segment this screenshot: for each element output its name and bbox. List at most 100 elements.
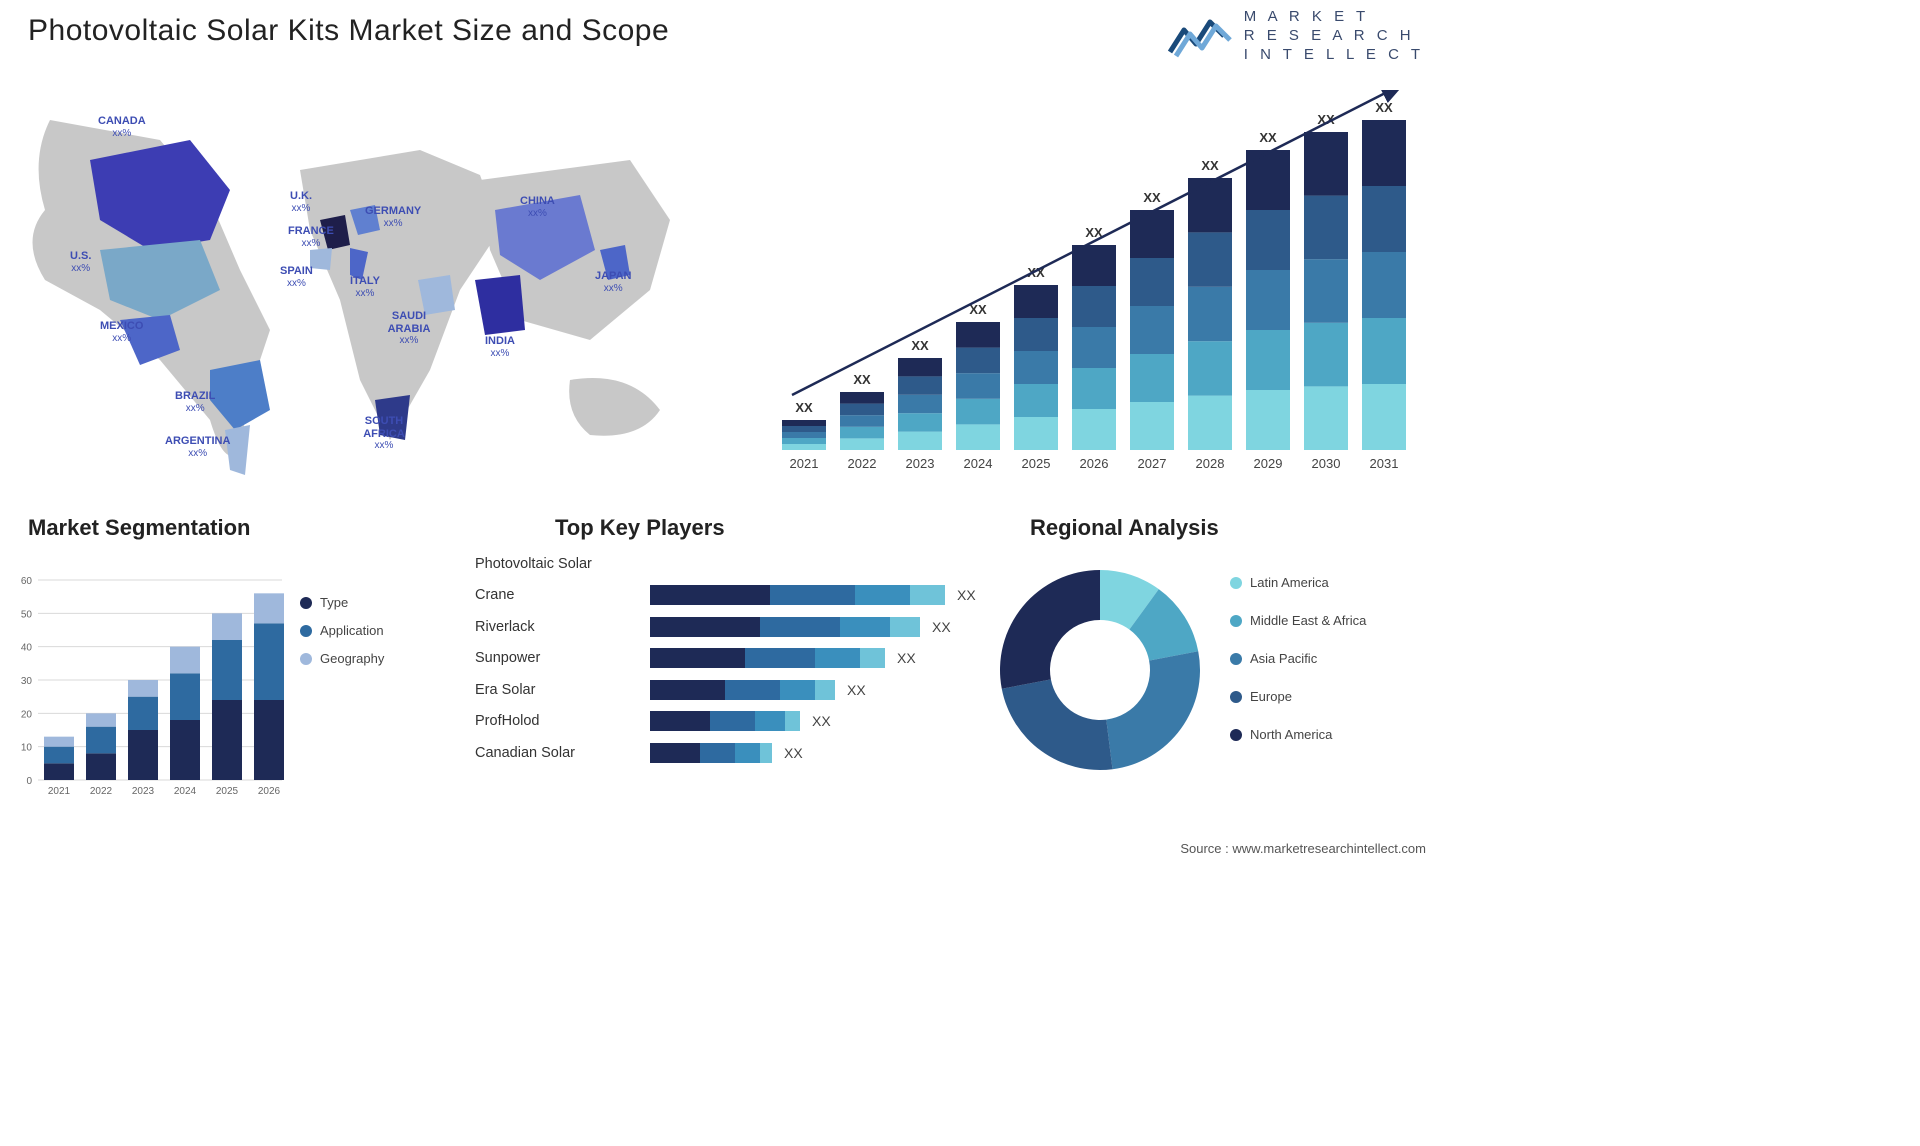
kp-seg [770, 585, 855, 605]
main-bar-seg [898, 395, 942, 413]
main-bar-seg [1246, 270, 1290, 330]
main-bar-seg [1362, 252, 1406, 318]
main-bar-seg [1014, 318, 1058, 351]
map-label-canada: CANADAxx% [98, 115, 146, 139]
main-bar-seg [1246, 330, 1290, 390]
main-bar-seg [898, 376, 942, 394]
main-bar-seg [1304, 259, 1348, 323]
legend-label: Latin America [1250, 575, 1329, 590]
main-bar-seg [1072, 245, 1116, 286]
main-bar-seg [1130, 210, 1174, 258]
main-bar-seg [1014, 384, 1058, 417]
main-bar-seg [898, 432, 942, 450]
main-bar-value: XX [1201, 158, 1219, 173]
kp-row-era-solar: Era SolarXX [475, 674, 985, 706]
seg-xlabel: 2025 [216, 786, 239, 797]
main-bar-year: 2026 [1080, 456, 1109, 471]
legend-swatch [1230, 615, 1242, 627]
map-label-mexico: MEXICOxx% [100, 320, 143, 344]
kp-seg [815, 680, 835, 700]
regional-donut [990, 555, 1220, 785]
kp-seg [815, 648, 860, 668]
main-bar-value: XX [1375, 100, 1393, 115]
kp-value: XX [847, 682, 866, 698]
kp-seg [760, 617, 840, 637]
seg-bar-seg [128, 697, 158, 730]
main-bar-seg [956, 399, 1000, 425]
main-bar-year: 2021 [790, 456, 819, 471]
kp-seg [650, 743, 700, 763]
kp-row-profholod: ProfHolodXX [475, 706, 985, 738]
legend-label: Application [320, 623, 384, 638]
seg-ytick: 50 [21, 609, 33, 620]
kp-seg [650, 617, 760, 637]
source-text: Source : www.marketresearchintellect.com [1180, 841, 1426, 856]
seg-ytick: 30 [21, 676, 33, 687]
kp-row-crane: CraneXX [475, 580, 985, 612]
kp-label: Riverlack [475, 619, 650, 635]
main-bar-year: 2024 [964, 456, 993, 471]
main-bar-seg [1188, 396, 1232, 450]
seg-bar-seg [128, 680, 158, 697]
map-label-china: CHINAxx% [520, 195, 555, 219]
key-players-panel: Photovoltaic Solar CraneXXRiverlackXXSun… [475, 548, 985, 818]
seg-bar-seg [254, 700, 284, 780]
main-bar-seg [782, 426, 826, 432]
legend-label: Middle East & Africa [1250, 613, 1366, 628]
map-label-india: INDIAxx% [485, 335, 515, 359]
kp-seg [650, 585, 770, 605]
main-bar-seg [1072, 327, 1116, 368]
seg-bar-seg [254, 623, 284, 700]
seg-ytick: 60 [21, 576, 33, 587]
segmentation-title: Market Segmentation [28, 515, 251, 541]
seg-bar-seg [170, 647, 200, 674]
kp-seg [650, 711, 710, 731]
main-bar-value: XX [795, 400, 813, 415]
kp-label: ProfHolod [475, 713, 650, 729]
seg-legend-application: Application [300, 623, 384, 638]
kp-bar [650, 711, 800, 731]
seg-ytick: 10 [21, 743, 33, 754]
legend-label: Type [320, 595, 348, 610]
kp-seg [755, 711, 785, 731]
main-bar-seg [782, 438, 826, 444]
kp-value: XX [784, 745, 803, 761]
main-bar-seg [1014, 351, 1058, 384]
kp-value: XX [897, 650, 916, 666]
reg-legend-middle-east-africa: Middle East & Africa [1230, 613, 1366, 628]
kp-bar [650, 743, 772, 763]
main-bar-year: 2025 [1022, 456, 1051, 471]
main-bar-seg [956, 424, 1000, 450]
main-bar-seg [1014, 285, 1058, 318]
kp-seg [725, 680, 780, 700]
main-bar-value: XX [1143, 190, 1161, 205]
map-label-saudi-arabia: SAUDI ARABIAxx% [380, 310, 438, 347]
main-bar-seg [782, 444, 826, 450]
main-bar-value: XX [853, 372, 871, 387]
main-bar-year: 2031 [1370, 456, 1399, 471]
main-bar-year: 2028 [1196, 456, 1225, 471]
segmentation-chart: 0102030405060202120222023202420252026 [10, 555, 290, 805]
kp-bar [650, 617, 920, 637]
main-bar-seg [1246, 390, 1290, 450]
page-title: Photovoltaic Solar Kits Market Size and … [28, 14, 669, 48]
kp-seg [890, 617, 920, 637]
kp-value: XX [932, 619, 951, 635]
main-bar-seg [1130, 306, 1174, 354]
regional-panel: Latin AmericaMiddle East & AfricaAsia Pa… [990, 555, 1430, 815]
kp-seg [700, 743, 735, 763]
seg-bar-seg [86, 753, 116, 780]
map-label-u-k-: U.K.xx% [290, 190, 312, 214]
kp-row-sunpower: SunpowerXX [475, 643, 985, 675]
reg-legend-north-america: North America [1230, 727, 1332, 742]
legend-swatch [1230, 691, 1242, 703]
logo: M A R K E T R E S E A R C H I N T E L L … [1166, 8, 1424, 64]
legend-swatch [1230, 577, 1242, 589]
kp-header: Photovoltaic Solar [475, 556, 650, 572]
map-label-spain: SPAINxx% [280, 265, 313, 289]
main-bar-seg [1014, 417, 1058, 450]
main-growth-chart: XX2021XX2022XX2023XX2024XX2025XX2026XX20… [764, 90, 1424, 480]
main-bar-seg [1072, 409, 1116, 450]
seg-bar-seg [44, 747, 74, 764]
kp-bar [650, 680, 835, 700]
